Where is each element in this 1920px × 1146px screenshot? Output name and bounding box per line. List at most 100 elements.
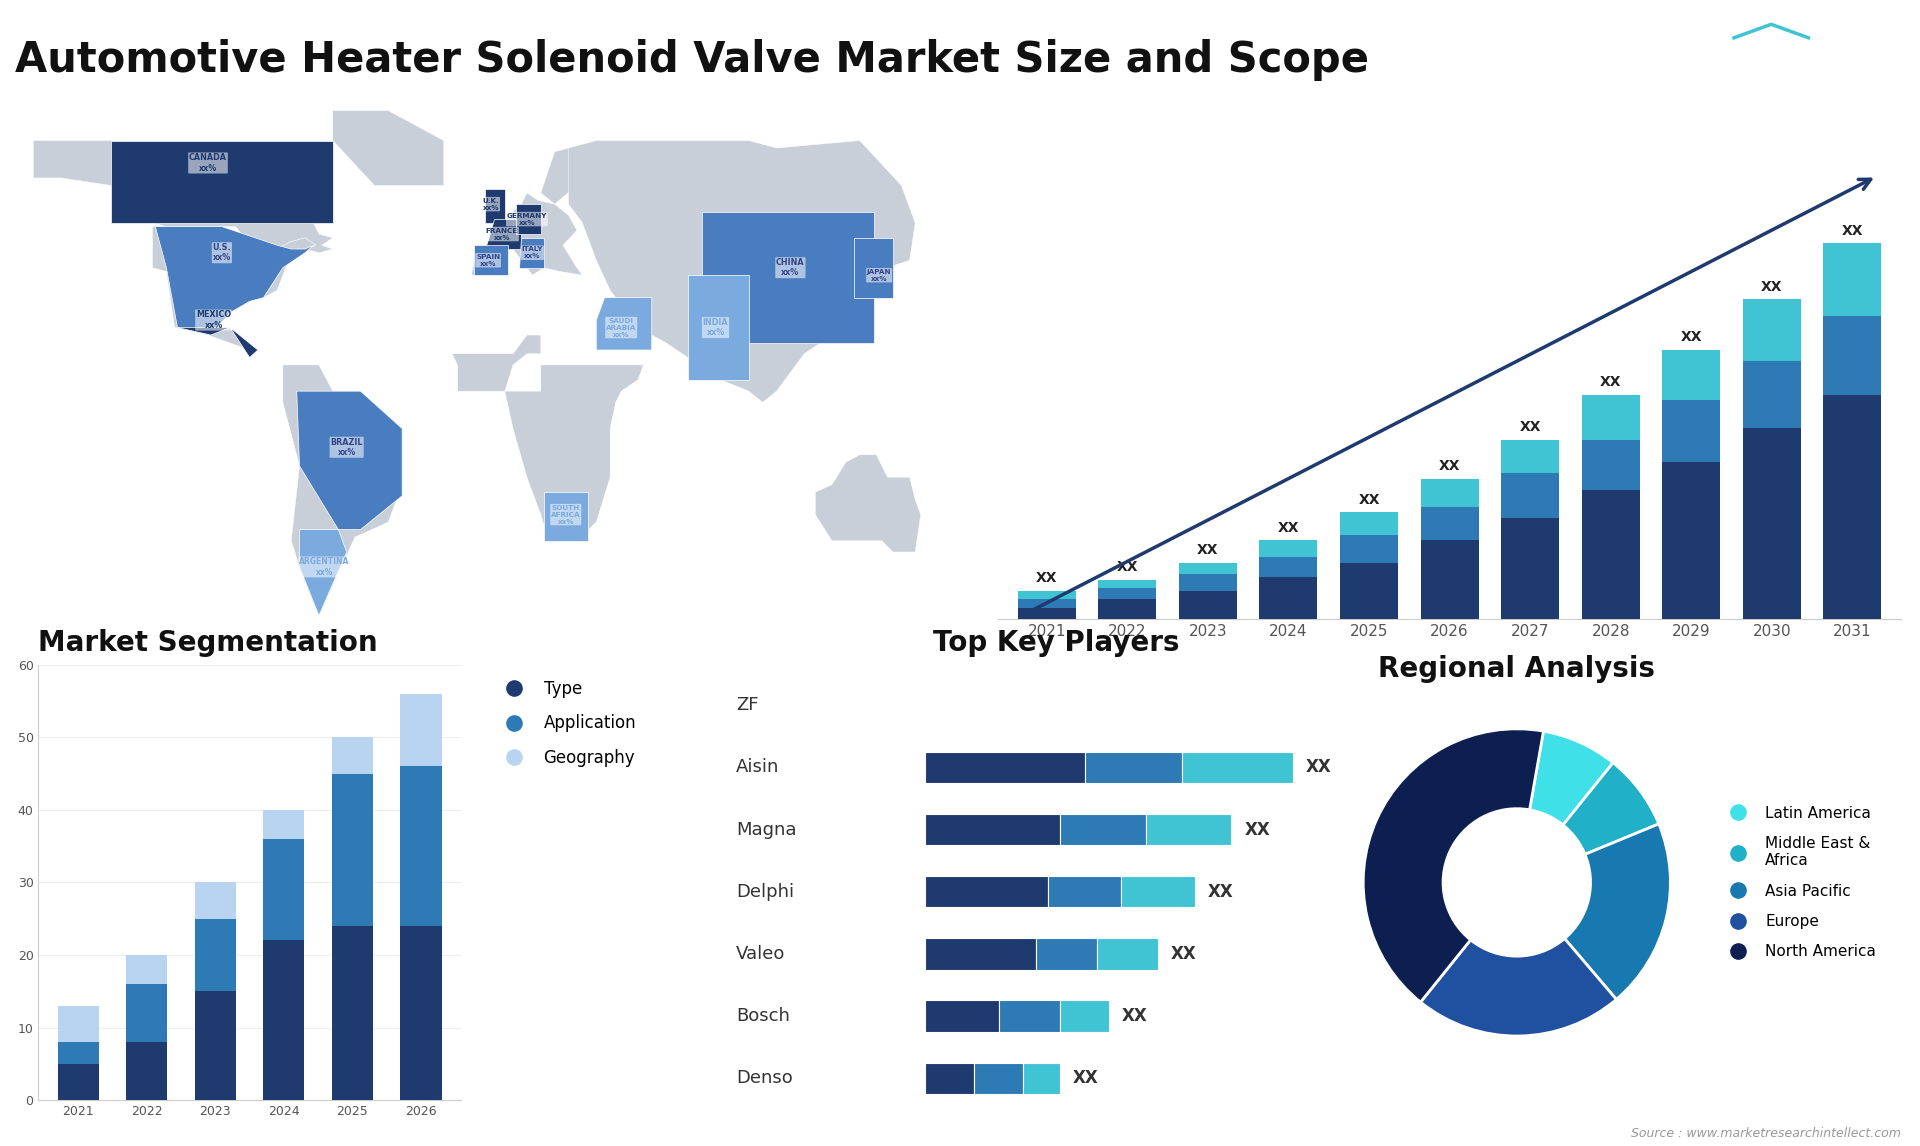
Bar — [1096, 939, 1158, 970]
Text: XX: XX — [1306, 759, 1331, 776]
Bar — [401, 767, 442, 926]
Bar — [58, 1006, 98, 1042]
Wedge shape — [1563, 763, 1659, 854]
Bar — [263, 810, 305, 839]
Polygon shape — [518, 238, 543, 268]
Text: CHINA
xx%: CHINA xx% — [776, 258, 804, 277]
Polygon shape — [597, 298, 651, 350]
Polygon shape — [177, 328, 257, 358]
Wedge shape — [1421, 939, 1617, 1036]
Circle shape — [1444, 809, 1590, 956]
Bar — [263, 839, 305, 941]
Polygon shape — [687, 275, 749, 380]
Bar — [332, 737, 372, 774]
Bar — [263, 941, 305, 1100]
Bar — [1048, 876, 1121, 908]
Text: SPAIN
xx%: SPAIN xx% — [476, 253, 501, 267]
Bar — [1098, 599, 1156, 619]
Bar — [925, 752, 1085, 783]
Polygon shape — [474, 245, 507, 275]
Polygon shape — [854, 238, 893, 298]
Text: Bosch: Bosch — [735, 1007, 789, 1026]
Polygon shape — [451, 335, 643, 541]
Polygon shape — [543, 492, 588, 541]
Legend: Type, Application, Geography: Type, Application, Geography — [490, 673, 643, 774]
Polygon shape — [472, 148, 582, 275]
Bar — [1098, 588, 1156, 599]
Bar — [1421, 541, 1478, 619]
Text: Automotive Heater Solenoid Valve Market Size and Scope: Automotive Heater Solenoid Valve Market … — [15, 39, 1369, 80]
Text: ZF: ZF — [735, 696, 758, 714]
Wedge shape — [1530, 731, 1613, 825]
Bar — [1179, 563, 1236, 574]
Text: CANADA
xx%: CANADA xx% — [188, 154, 227, 173]
Text: XX: XX — [1121, 1007, 1148, 1026]
Polygon shape — [33, 141, 332, 253]
Bar — [1260, 557, 1317, 576]
Bar — [1582, 490, 1640, 619]
Text: Source : www.marketresearchintellect.com: Source : www.marketresearchintellect.com — [1630, 1128, 1901, 1140]
Text: XX: XX — [1244, 821, 1271, 839]
Text: U.K.
xx%: U.K. xx% — [482, 197, 499, 211]
Text: BRAZIL
xx%: BRAZIL xx% — [330, 438, 363, 457]
Bar — [1018, 591, 1075, 599]
Text: XX: XX — [1171, 945, 1196, 963]
Title: Top Key Players: Top Key Players — [933, 629, 1179, 657]
Bar — [127, 955, 167, 984]
Bar — [1582, 440, 1640, 490]
Polygon shape — [486, 189, 505, 222]
Polygon shape — [816, 455, 922, 552]
Wedge shape — [1363, 729, 1544, 1002]
Text: Denso: Denso — [735, 1069, 793, 1088]
Text: RESEARCH: RESEARCH — [1836, 60, 1895, 70]
Text: Aisin: Aisin — [735, 759, 780, 776]
Bar — [1260, 541, 1317, 557]
Polygon shape — [568, 141, 916, 402]
Bar — [925, 939, 1035, 970]
Bar — [925, 814, 1060, 846]
Text: XX: XX — [1277, 520, 1300, 535]
Bar — [1060, 1000, 1110, 1031]
Polygon shape — [156, 227, 313, 335]
Text: INTELLECT: INTELLECT — [1836, 81, 1895, 92]
Bar — [401, 926, 442, 1100]
Bar — [194, 882, 236, 919]
Polygon shape — [486, 219, 522, 249]
Bar — [1743, 429, 1801, 619]
Legend: Latin America, Middle East &
Africa, Asia Pacific, Europe, North America: Latin America, Middle East & Africa, Asi… — [1716, 800, 1882, 965]
Bar — [1098, 580, 1156, 588]
Bar — [925, 1000, 998, 1031]
Bar — [1501, 440, 1559, 473]
Text: XX: XX — [1599, 375, 1622, 390]
Text: SAUDI
ARABIA
xx%: SAUDI ARABIA xx% — [607, 317, 636, 338]
Text: Valeo: Valeo — [735, 945, 785, 963]
Polygon shape — [854, 245, 893, 298]
Text: XX: XX — [1841, 223, 1862, 238]
Polygon shape — [516, 204, 541, 234]
Bar — [58, 1042, 98, 1063]
Bar — [332, 926, 372, 1100]
Bar — [1824, 316, 1882, 394]
Bar — [1743, 299, 1801, 361]
Text: U.S.
xx%: U.S. xx% — [213, 243, 230, 262]
Text: XX: XX — [1117, 560, 1139, 574]
Polygon shape — [282, 364, 401, 615]
Bar — [1340, 563, 1398, 619]
Text: Delphi: Delphi — [735, 882, 795, 901]
Polygon shape — [111, 141, 332, 222]
Polygon shape — [152, 227, 317, 335]
Text: INDIA
xx%: INDIA xx% — [703, 317, 728, 337]
Text: SOUTH
AFRICA
xx%: SOUTH AFRICA xx% — [551, 504, 580, 525]
Polygon shape — [300, 529, 348, 615]
Bar — [1183, 752, 1292, 783]
Text: Market Segmentation: Market Segmentation — [38, 629, 378, 657]
Bar — [58, 1063, 98, 1100]
Bar — [1121, 876, 1194, 908]
Bar — [998, 1000, 1060, 1031]
Bar — [925, 876, 1048, 908]
Bar — [1582, 394, 1640, 440]
Text: MARKET: MARKET — [1836, 38, 1882, 48]
Bar — [1663, 350, 1720, 400]
Bar — [1179, 591, 1236, 619]
Bar — [1018, 607, 1075, 619]
